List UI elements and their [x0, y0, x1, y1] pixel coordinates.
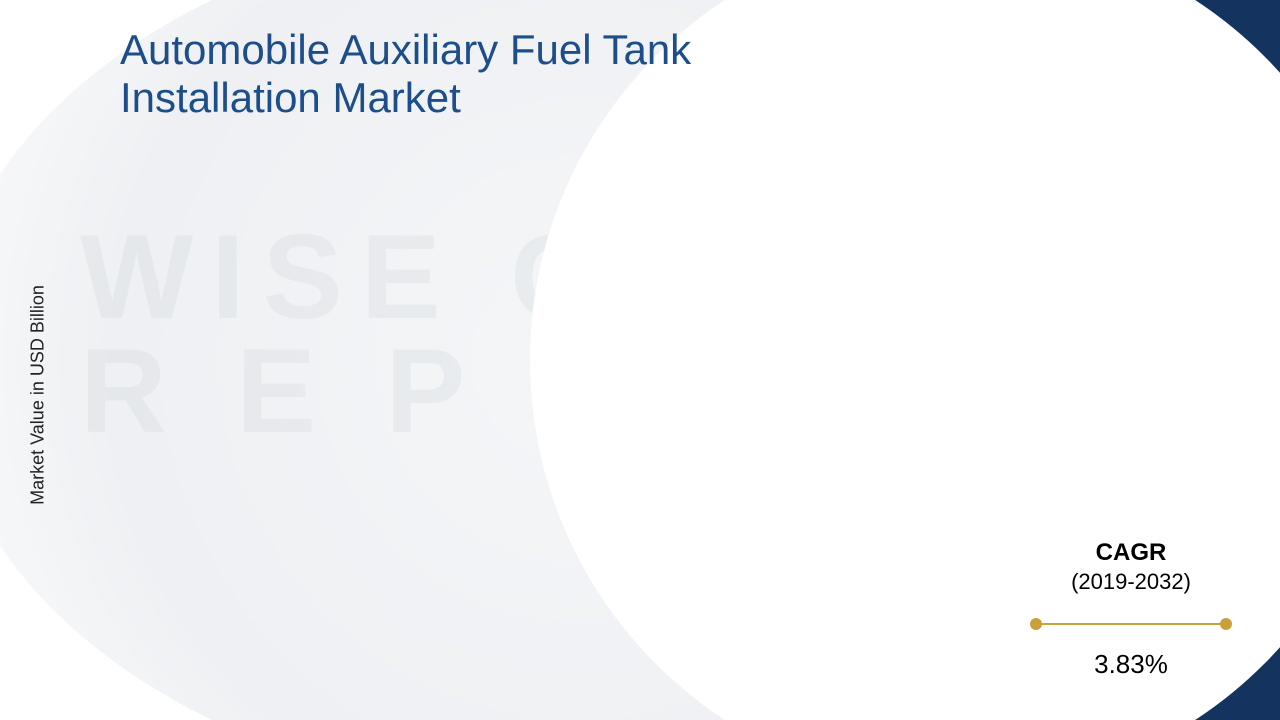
plot-area — [100, 160, 918, 594]
cagr-box: CAGR (2019-2032) 3.83% — [1016, 539, 1246, 680]
market-chart: Market Value in USD Billion — [48, 160, 918, 630]
brand-logo: WISE GUY R E P O R T S — [996, 26, 1256, 88]
cagr-divider — [1036, 609, 1226, 639]
page-title: Automobile Auxiliary Fuel Tank Installat… — [120, 26, 880, 123]
cagr-value: 3.83% — [1016, 649, 1246, 680]
bottom-accent-bar — [0, 698, 300, 720]
side-panel: WISE GUY R E P O R T S CAGR — [960, 0, 1280, 720]
y-axis-label: Market Value in USD Billion — [28, 285, 49, 505]
brand-line1: WISE GUY — [996, 40, 1184, 63]
cagr-range: (2019-2032) — [1016, 569, 1246, 595]
brand-head-icon — [1194, 26, 1256, 88]
brand-line2: R E P O R T S — [996, 63, 1184, 75]
cagr-label: CAGR — [1016, 539, 1246, 567]
x-axis — [100, 596, 918, 630]
